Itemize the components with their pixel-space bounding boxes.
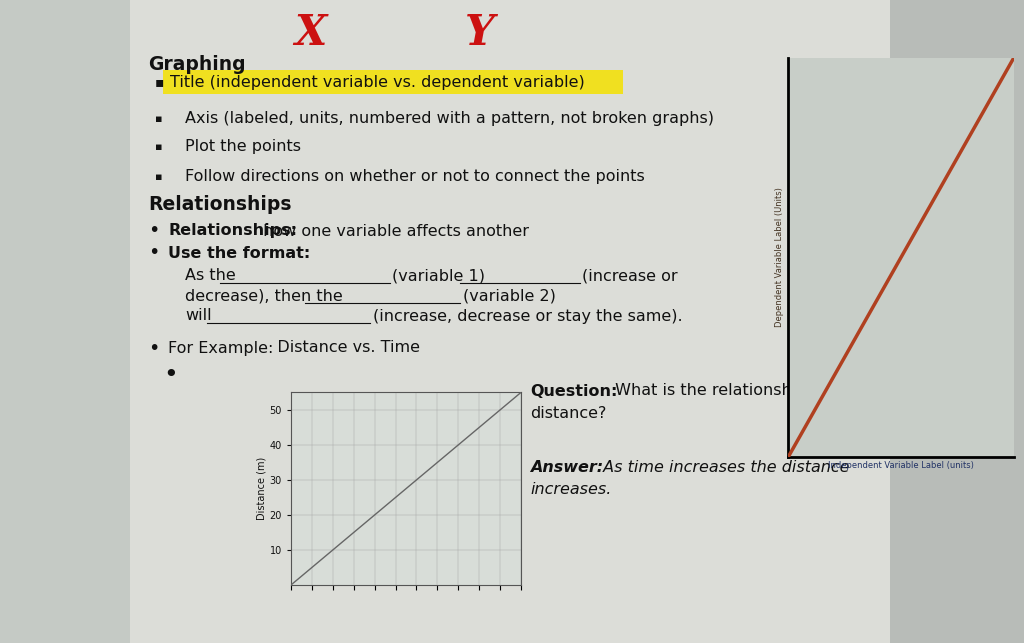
Text: (increase, decrease or stay the same).: (increase, decrease or stay the same). bbox=[373, 309, 683, 323]
Text: (variable 2): (variable 2) bbox=[463, 289, 556, 303]
Text: increases.: increases. bbox=[530, 482, 611, 498]
Bar bbox=[890, 0, 1024, 643]
Bar bbox=[0, 0, 130, 643]
Text: distance?: distance? bbox=[530, 406, 606, 421]
Text: how one variable affects another: how one variable affects another bbox=[258, 224, 529, 239]
Y-axis label: Distance (m): Distance (m) bbox=[257, 457, 266, 520]
Text: •: • bbox=[163, 363, 178, 387]
Text: Distance vs. Time: Distance vs. Time bbox=[262, 341, 420, 356]
Bar bbox=[130, 0, 890, 643]
Text: Follow directions on whether or not to connect the points: Follow directions on whether or not to c… bbox=[185, 170, 645, 185]
Text: Question:: Question: bbox=[530, 383, 617, 399]
Text: Y: Y bbox=[465, 12, 495, 54]
X-axis label: Independent Variable Label (units): Independent Variable Label (units) bbox=[828, 460, 974, 469]
Text: Title (independent variable vs. dependent variable): Title (independent variable vs. dependen… bbox=[170, 75, 585, 89]
Y-axis label: Dependent Variable Label (Units): Dependent Variable Label (Units) bbox=[775, 187, 784, 327]
Text: Graphing: Graphing bbox=[148, 55, 246, 75]
Text: Use the format:: Use the format: bbox=[168, 246, 310, 260]
Text: ▪: ▪ bbox=[155, 75, 165, 89]
Text: Answer:: Answer: bbox=[530, 460, 603, 476]
Text: As time increases the distance: As time increases the distance bbox=[598, 460, 850, 476]
Text: Plot the points: Plot the points bbox=[185, 140, 301, 154]
Text: (increase or: (increase or bbox=[582, 269, 678, 284]
Text: What is the relationship between time and: What is the relationship between time an… bbox=[610, 383, 958, 399]
Text: ▪: ▪ bbox=[155, 142, 163, 152]
Text: ▪: ▪ bbox=[155, 114, 163, 124]
Text: As the: As the bbox=[185, 269, 241, 284]
Text: Axis (labeled, units, numbered with a pattern, not broken graphs): Axis (labeled, units, numbered with a pa… bbox=[185, 111, 714, 127]
Bar bbox=[163, 70, 623, 94]
Text: will: will bbox=[185, 309, 212, 323]
Text: (variable 1): (variable 1) bbox=[392, 269, 485, 284]
Text: Relationships:: Relationships: bbox=[168, 224, 297, 239]
Text: •: • bbox=[148, 244, 160, 262]
Text: For Example:: For Example: bbox=[168, 341, 273, 356]
Text: decrease), then the: decrease), then the bbox=[185, 289, 348, 303]
Text: Relationships: Relationships bbox=[148, 195, 292, 215]
Text: X: X bbox=[294, 12, 326, 54]
Text: ▪: ▪ bbox=[155, 172, 163, 182]
Text: •: • bbox=[148, 221, 160, 240]
Text: •: • bbox=[148, 338, 160, 358]
